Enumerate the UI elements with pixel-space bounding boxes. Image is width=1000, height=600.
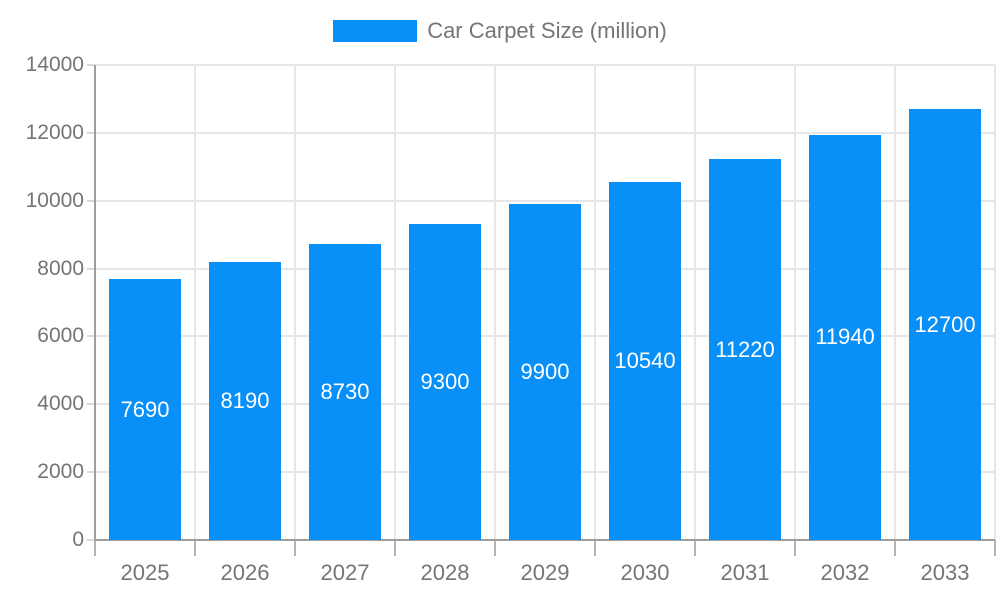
y-tick-label: 8000 xyxy=(37,257,84,280)
y-tick-label: 0 xyxy=(72,528,84,551)
y-tick-label: 4000 xyxy=(37,392,84,415)
bar-value-label: 11220 xyxy=(715,337,775,362)
bar[interactable] xyxy=(709,159,781,540)
y-axis-tick xyxy=(87,64,95,66)
gridline-vertical xyxy=(194,65,196,540)
gridline-vertical xyxy=(894,65,896,540)
bar-value-label: 9300 xyxy=(420,369,470,394)
x-tick-label: 2032 xyxy=(820,560,870,585)
y-axis-tick xyxy=(87,335,95,337)
gridline-horizontal xyxy=(95,132,995,134)
x-axis-line xyxy=(95,539,995,541)
y-axis-line xyxy=(94,65,96,540)
bar[interactable] xyxy=(909,109,981,540)
gridline-vertical xyxy=(594,65,596,540)
gridline-horizontal xyxy=(95,200,995,202)
y-tick-label: 6000 xyxy=(37,324,84,347)
bar-value-label: 8190 xyxy=(220,388,270,413)
bar-value-label: 9900 xyxy=(520,359,570,384)
x-tick-label: 2033 xyxy=(920,560,970,585)
x-axis-tick xyxy=(194,540,196,556)
y-axis-tick xyxy=(87,471,95,473)
gridline-vertical xyxy=(294,65,296,540)
y-axis-tick xyxy=(87,403,95,405)
x-axis-tick xyxy=(294,540,296,556)
x-axis-tick xyxy=(794,540,796,556)
y-axis-tick xyxy=(87,539,95,541)
x-tick-label: 2026 xyxy=(220,560,270,585)
y-axis-tick xyxy=(87,268,95,270)
bar[interactable] xyxy=(509,204,581,540)
x-tick-label: 2025 xyxy=(120,560,170,585)
bar-value-label: 7690 xyxy=(120,397,170,422)
gridline-vertical xyxy=(994,65,996,540)
x-tick-label: 2031 xyxy=(720,560,770,585)
bar[interactable] xyxy=(109,279,181,540)
gridline-vertical xyxy=(694,65,696,540)
x-axis-tick xyxy=(894,540,896,556)
x-axis-tick xyxy=(994,540,996,556)
x-axis-tick xyxy=(694,540,696,556)
x-axis-tick xyxy=(494,540,496,556)
x-tick-label: 2030 xyxy=(620,560,670,585)
y-tick-label: 12000 xyxy=(25,121,84,144)
y-tick-label: 10000 xyxy=(25,189,84,212)
legend-label: Car Carpet Size (million) xyxy=(427,18,667,43)
y-tick-label: 2000 xyxy=(37,460,84,483)
bar[interactable] xyxy=(309,244,381,540)
bar[interactable] xyxy=(809,135,881,540)
x-axis-tick xyxy=(94,540,96,556)
bar-value-label: 10540 xyxy=(614,348,676,373)
y-axis-tick xyxy=(87,132,95,134)
y-tick-label: 14000 xyxy=(25,53,84,76)
bar-value-label: 8730 xyxy=(320,379,370,404)
legend[interactable]: Car Carpet Size (million) xyxy=(0,16,1000,46)
bar-value-label: 11940 xyxy=(815,324,875,349)
x-tick-label: 2027 xyxy=(320,560,370,585)
gridline-vertical xyxy=(794,65,796,540)
legend-swatch xyxy=(333,20,418,42)
bar[interactable] xyxy=(209,262,281,540)
x-axis-tick xyxy=(594,540,596,556)
y-axis-tick xyxy=(87,200,95,202)
bar[interactable] xyxy=(609,182,681,540)
gridline-vertical xyxy=(394,65,396,540)
gridline-vertical xyxy=(494,65,496,540)
x-axis-tick xyxy=(394,540,396,556)
x-tick-label: 2028 xyxy=(420,560,470,585)
gridline-horizontal xyxy=(95,64,995,66)
bar[interactable] xyxy=(409,224,481,540)
bar-value-label: 12700 xyxy=(914,312,976,337)
x-tick-label: 2029 xyxy=(520,560,570,585)
